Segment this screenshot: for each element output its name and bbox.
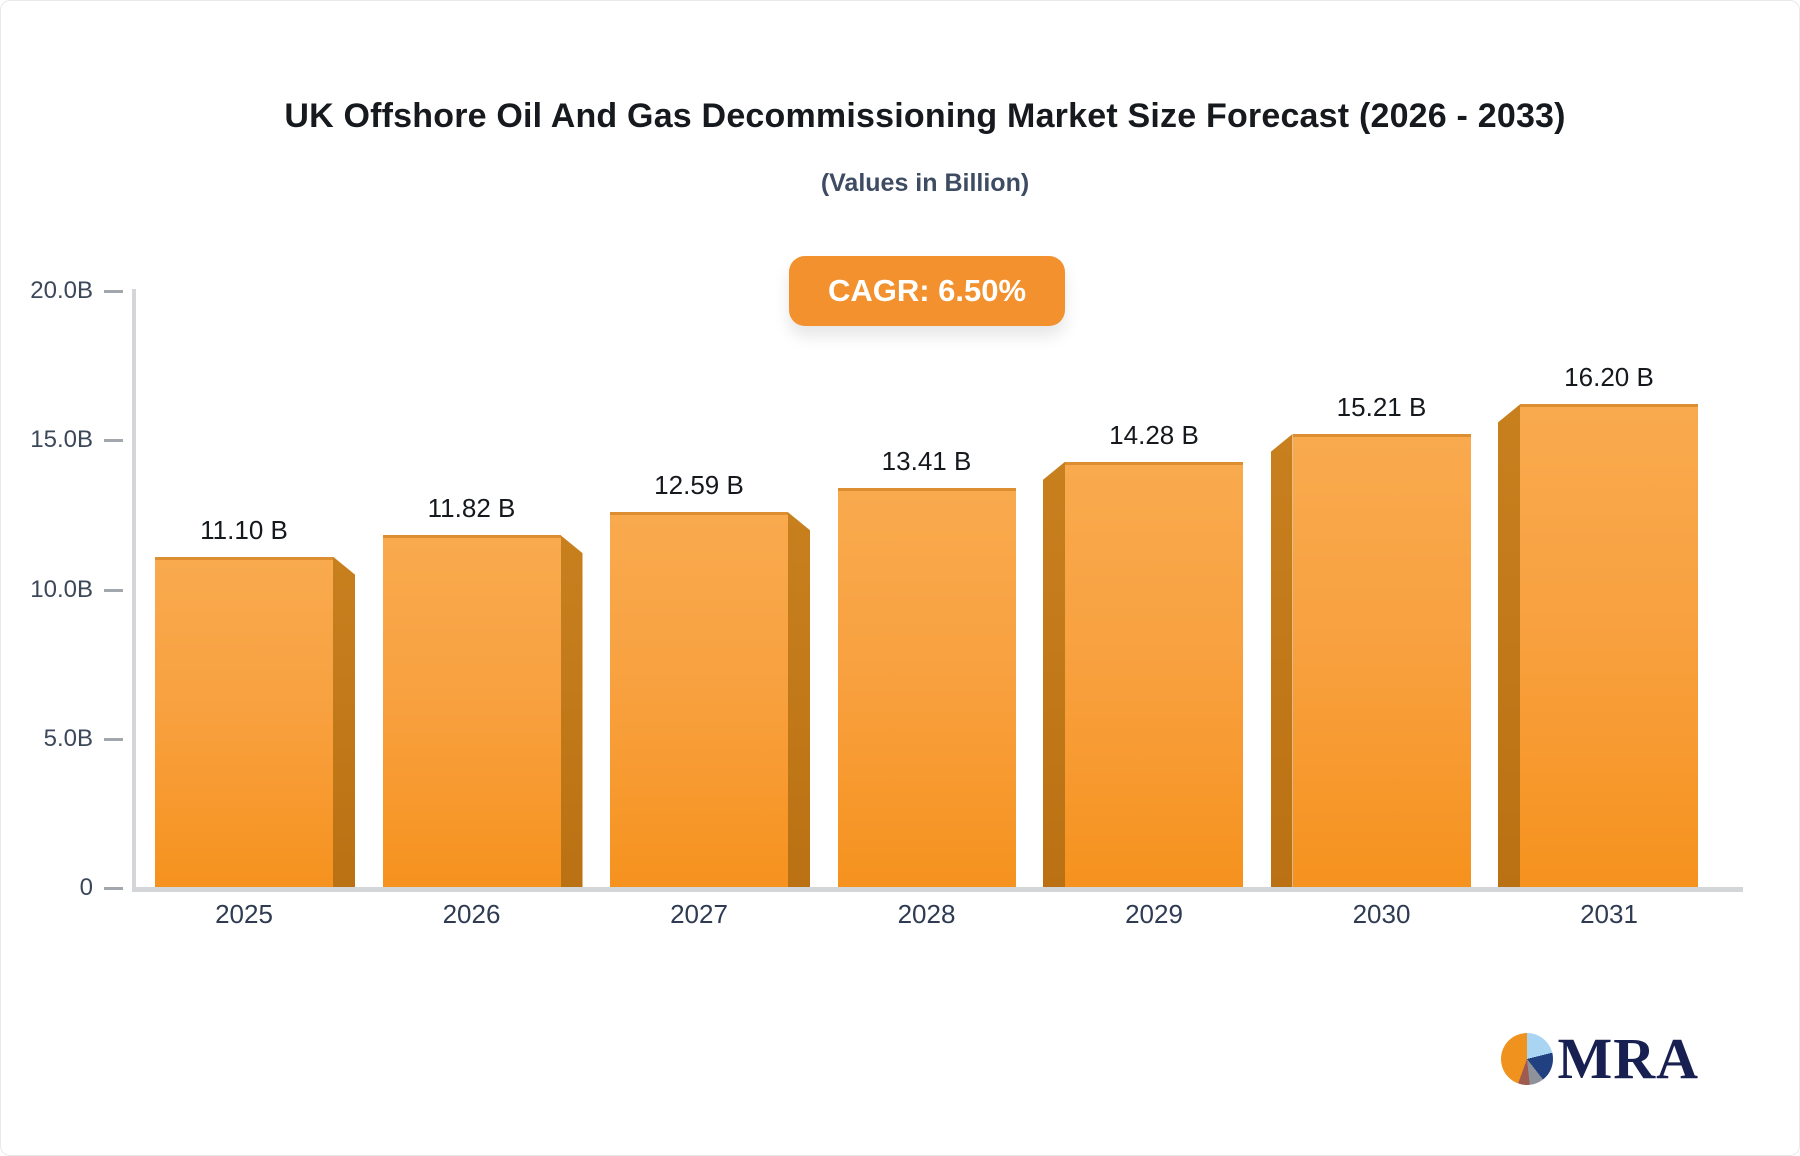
y-axis-tick-mark — [104, 737, 123, 741]
bar-value-label: 13.41 B — [881, 445, 972, 476]
y-axis-tick-mark — [104, 887, 123, 890]
chart-subtitle: (Values in Billion) — [820, 169, 1030, 197]
bar — [610, 512, 788, 889]
bar — [155, 556, 333, 889]
bar-value-label: 11.82 B — [427, 493, 516, 524]
bar-value-label: 11.10 B — [200, 514, 288, 545]
bar — [1520, 404, 1698, 889]
x-axis-label: 2030 — [1352, 899, 1411, 929]
mra-logo-text: MRA — [1557, 1026, 1699, 1091]
bar-3d-side — [788, 512, 810, 889]
x-axis-label: 2026 — [442, 899, 501, 929]
bar — [837, 487, 1016, 889]
y-axis-tick-label: 10.0B — [30, 575, 93, 603]
y-axis-tick-mark — [104, 439, 123, 443]
x-axis-label: 2027 — [670, 899, 728, 929]
y-axis-tick-mark — [104, 290, 123, 293]
bar-value-label: 15.21 B — [1336, 391, 1427, 422]
bar — [1065, 461, 1243, 889]
x-axis-label: 2028 — [897, 899, 956, 929]
bar-value-label: 14.28 B — [1109, 419, 1199, 450]
y-axis-tick-label: 15.0B — [30, 426, 93, 454]
mra-logo-pie-icon — [1501, 1033, 1554, 1085]
bar-3d-side — [1498, 404, 1520, 889]
y-axis-tick-label: 0 — [79, 874, 93, 901]
bar — [1292, 433, 1471, 889]
bar-3d-side — [560, 535, 583, 889]
bar — [382, 535, 561, 889]
bar-3d-side — [333, 556, 355, 889]
y-axis-tick-label: 5.0B — [43, 724, 93, 752]
x-axis-label: 2029 — [1125, 899, 1183, 929]
x-axis-label: 2025 — [215, 899, 273, 929]
bar-3d-side — [1043, 461, 1065, 889]
cagr-badge-label: CAGR: 6.50% — [827, 273, 1027, 308]
chart-title: UK Offshore Oil And Gas Decommissioning … — [284, 97, 1566, 135]
bar-3d-side — [1270, 433, 1293, 889]
y-axis-tick-label: 20.0B — [30, 277, 93, 304]
bar-value-label: 12.59 B — [654, 470, 744, 501]
bar-value-label: 16.20 B — [1564, 362, 1654, 393]
y-axis-tick-mark — [104, 588, 123, 592]
x-axis-label: 2031 — [1580, 899, 1638, 929]
y-axis-line — [132, 289, 136, 891]
mra-logo: MRA — [1501, 1026, 1699, 1091]
cagr-badge: CAGR: 6.50% — [789, 256, 1065, 326]
x-axis-line — [132, 887, 1743, 892]
